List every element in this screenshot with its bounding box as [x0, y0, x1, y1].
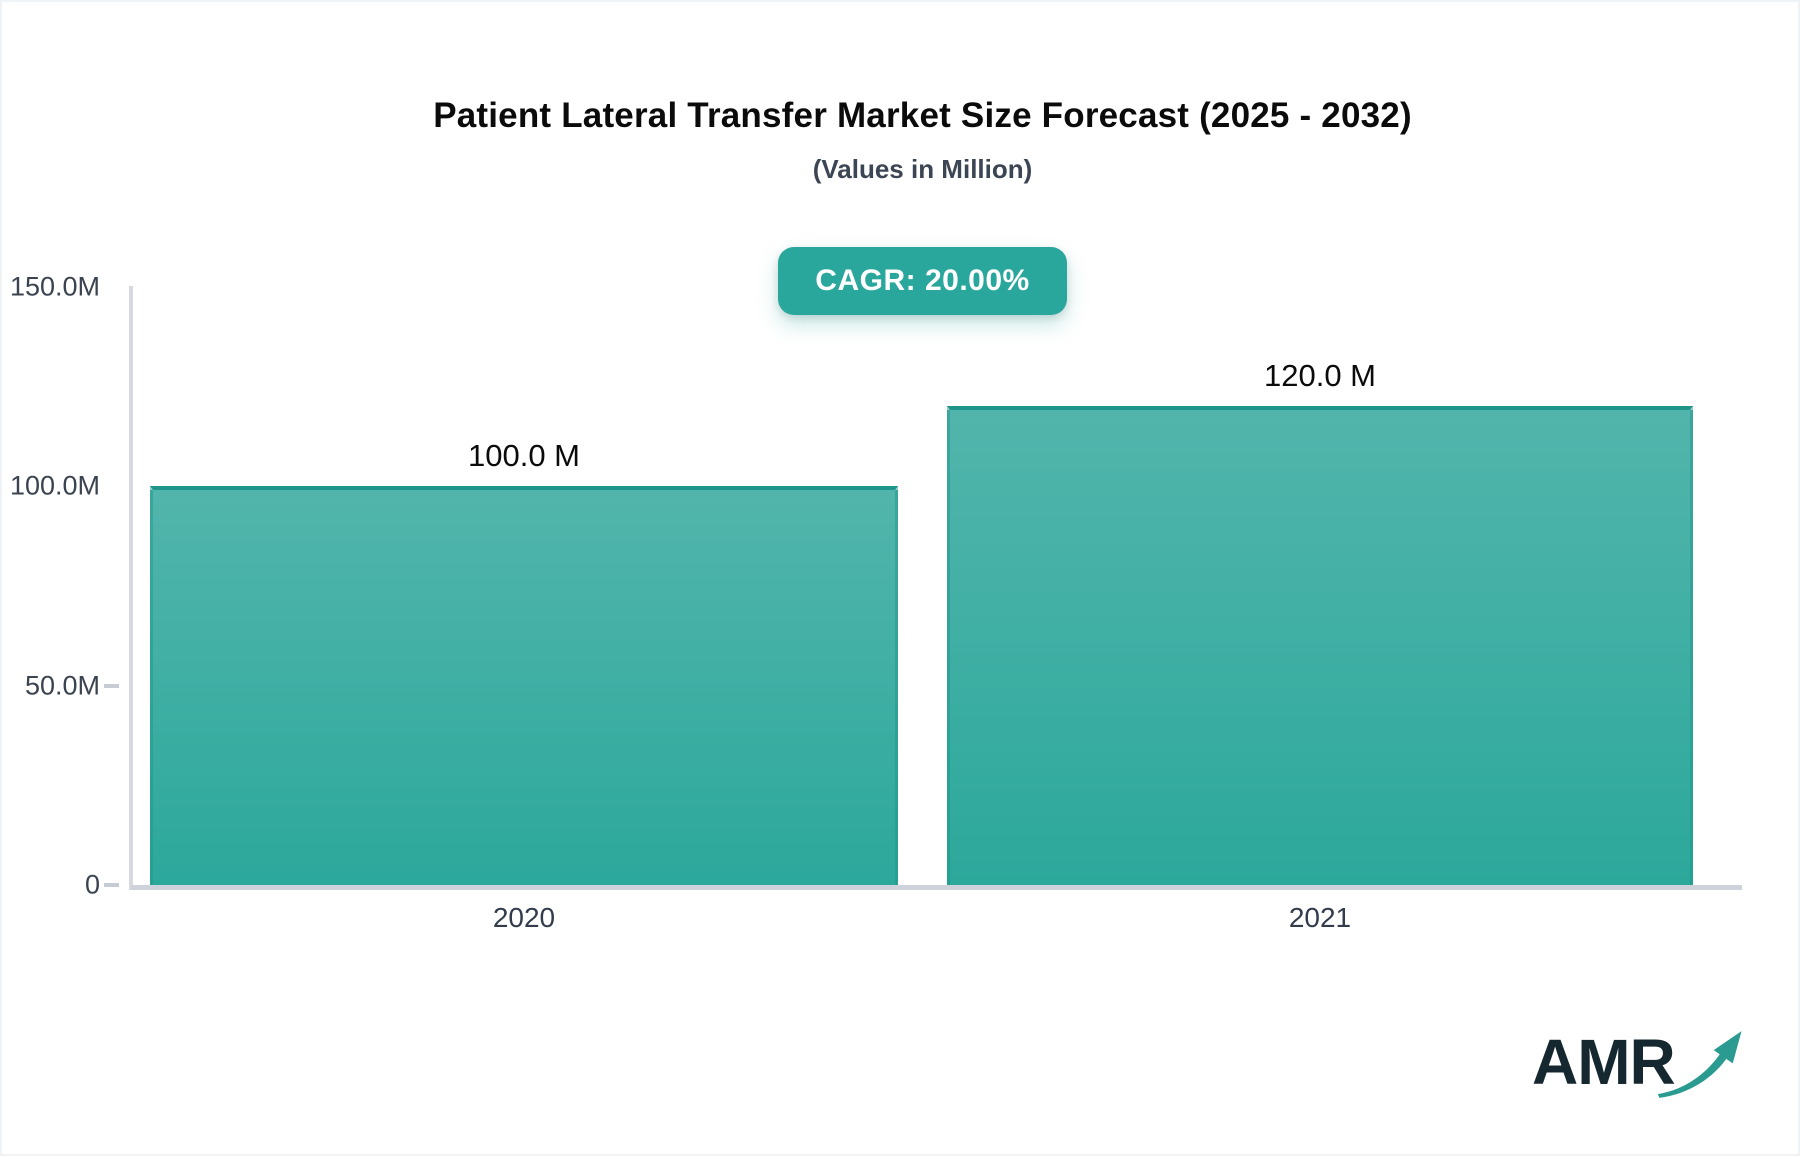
chart-header: Patient Lateral Transfer Market Size For… — [105, 0, 1740, 315]
chart-title: Patient Lateral Transfer Market Size For… — [433, 96, 1412, 135]
growth-arrow-icon — [1657, 1031, 1742, 1098]
bar-value-label-2020: 100.0 M — [467, 438, 580, 473]
y-tick-label-150: 150.0M — [9, 271, 100, 301]
amr-logo-text: AMR — [1532, 1026, 1676, 1098]
bar-value-label-2021: 120.0 M — [1263, 358, 1376, 393]
y-tick-label-50: 50.0M — [24, 670, 100, 700]
bar-2021[interactable] — [947, 406, 1693, 885]
bar-2020[interactable] — [150, 486, 898, 885]
y-tick-label-100: 100.0M — [9, 470, 100, 501]
amr-logo: AMR — [1532, 1030, 1743, 1100]
x-tick-label-2021: 2021 — [1288, 902, 1352, 933]
y-tick-label-0: 0 — [84, 869, 100, 900]
x-tick-label-2020: 2020 — [492, 902, 556, 933]
cagr-badge: CAGR: 20.00% — [778, 247, 1067, 315]
y-axis-line — [129, 286, 133, 890]
x-axis-line — [131, 885, 1742, 890]
y-tick-dash-0 — [104, 883, 119, 887]
chart-subtitle: (Values in Million) — [812, 154, 1033, 184]
y-tick-dash-50 — [104, 683, 119, 688]
